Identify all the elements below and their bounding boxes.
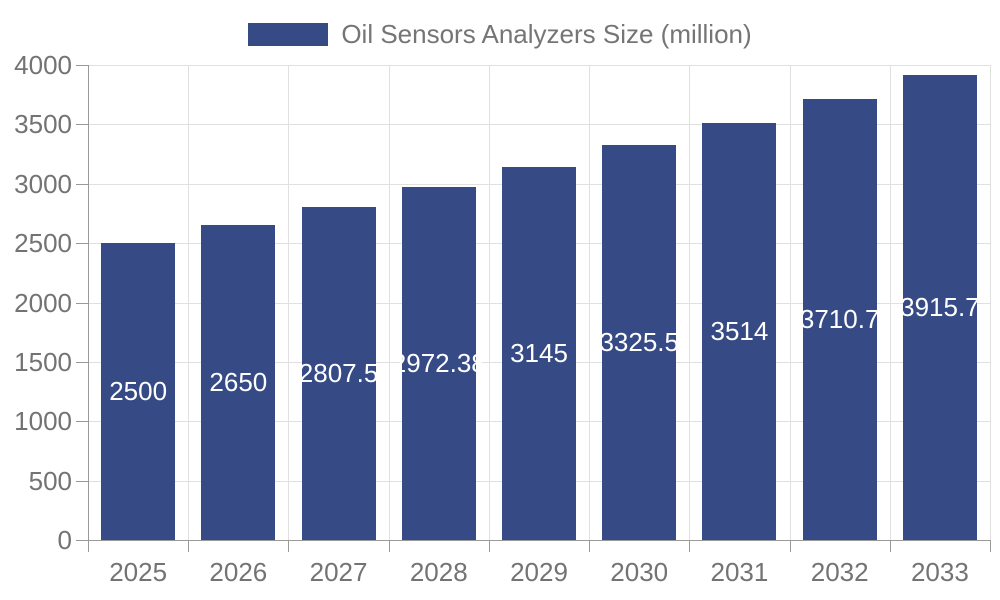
bar-2026[interactable]: 2650 (201, 225, 276, 540)
x-axis-tick-label: 2027 (309, 557, 368, 587)
y-axis-tick-label: 0 (57, 525, 72, 555)
x-axis-tick-label: 2025 (109, 557, 168, 587)
x-axis-tick-mark (889, 540, 891, 552)
x-axis-tick-mark (589, 540, 591, 552)
x-axis-tick-mark (488, 540, 490, 552)
y-axis-tick-mark (76, 480, 88, 482)
y-axis-tick-mark (76, 183, 88, 185)
legend-swatch-icon (248, 23, 329, 46)
bar-2027[interactable]: 2807.5 (298, 206, 379, 540)
x-axis-tick-label: 2026 (209, 557, 268, 587)
gridline-vertical (990, 65, 991, 540)
x-axis-tick-label: 2030 (610, 557, 669, 587)
bar-value-label: 3514 (710, 315, 769, 346)
y-axis-tick-label: 3000 (14, 168, 72, 199)
bar-value-label: 3710.7 (799, 304, 880, 335)
x-axis-tick-mark (689, 540, 691, 552)
y-axis-tick-mark (76, 421, 88, 423)
x-axis-tick-mark (188, 540, 190, 552)
bar-2029[interactable]: 3145 (502, 166, 576, 540)
y-axis-tick-mark (76, 540, 88, 541)
gridline-vertical (889, 65, 891, 540)
x-axis-tick-mark (288, 540, 290, 552)
bar-value-label: 3325.5 (599, 327, 679, 358)
y-axis-tick-mark (76, 65, 88, 66)
bar-value-label: 2807.5 (298, 357, 379, 388)
y-axis-tick-mark (76, 243, 88, 245)
y-axis-tick-mark (76, 302, 88, 304)
bar-2025[interactable]: 2500 (101, 243, 176, 540)
y-axis-tick-label: 2500 (14, 228, 72, 259)
gridline-vertical (589, 65, 591, 540)
x-axis-tick-label: 2029 (510, 557, 568, 587)
gridline-horizontal (88, 65, 990, 66)
legend-label: Oil Sensors Analyzers Size (million) (341, 19, 752, 49)
gridline-vertical (488, 65, 490, 540)
gridline-vertical (689, 65, 691, 540)
y-axis-tick-mark (76, 124, 88, 126)
y-axis-tick-mark (76, 361, 88, 363)
x-axis-tick-label: 2032 (810, 557, 869, 587)
gridline-vertical (388, 65, 390, 540)
x-axis-tick-label: 2028 (409, 557, 468, 587)
bar-2031[interactable]: 3514 (702, 122, 777, 540)
plot-area: 2500 2650 2807.5 2972.38 3145 3325.5 3514 3710.… (88, 65, 991, 541)
legend-item[interactable]: Oil Sensors Analyzers Size (million) (248, 19, 752, 50)
bar-2032[interactable]: 3710.7 (799, 99, 880, 540)
x-axis-tick-label: 2033 (910, 557, 969, 587)
x-axis-line (88, 540, 991, 541)
x-axis-tick-label: 2031 (710, 557, 769, 587)
bar-2028[interactable]: 2972.38 (392, 187, 486, 540)
bar-value-label: 2500 (109, 376, 168, 407)
legend: Oil Sensors Analyzers Size (million) (0, 19, 1000, 50)
gridline-vertical (288, 65, 290, 540)
y-axis-line (88, 65, 89, 552)
y-axis-tick-label: 1000 (14, 406, 72, 437)
y-axis-tick-label: 2000 (14, 287, 72, 318)
y-axis-tick-label: 1500 (14, 346, 72, 377)
gridline-horizontal (88, 124, 990, 126)
x-axis-tick-mark (990, 540, 991, 552)
bar-value-label: 3915.7 (900, 292, 980, 322)
bar-2033[interactable]: 3915.7 (900, 75, 980, 540)
x-axis-tick-mark (388, 540, 390, 552)
bar-value-label: 3145 (510, 337, 568, 368)
y-axis-tick-label: 4000 (14, 50, 72, 80)
y-axis-tick-label: 500 (28, 465, 72, 496)
bar-value-label: 2972.38 (391, 348, 486, 379)
gridline-vertical (188, 65, 190, 540)
gridline-vertical (789, 65, 791, 540)
bar-2030[interactable]: 3325.5 (599, 145, 679, 540)
x-axis-tick-mark (789, 540, 791, 552)
y-axis-tick-label: 3500 (14, 109, 72, 140)
bar-value-label: 2650 (209, 367, 268, 398)
